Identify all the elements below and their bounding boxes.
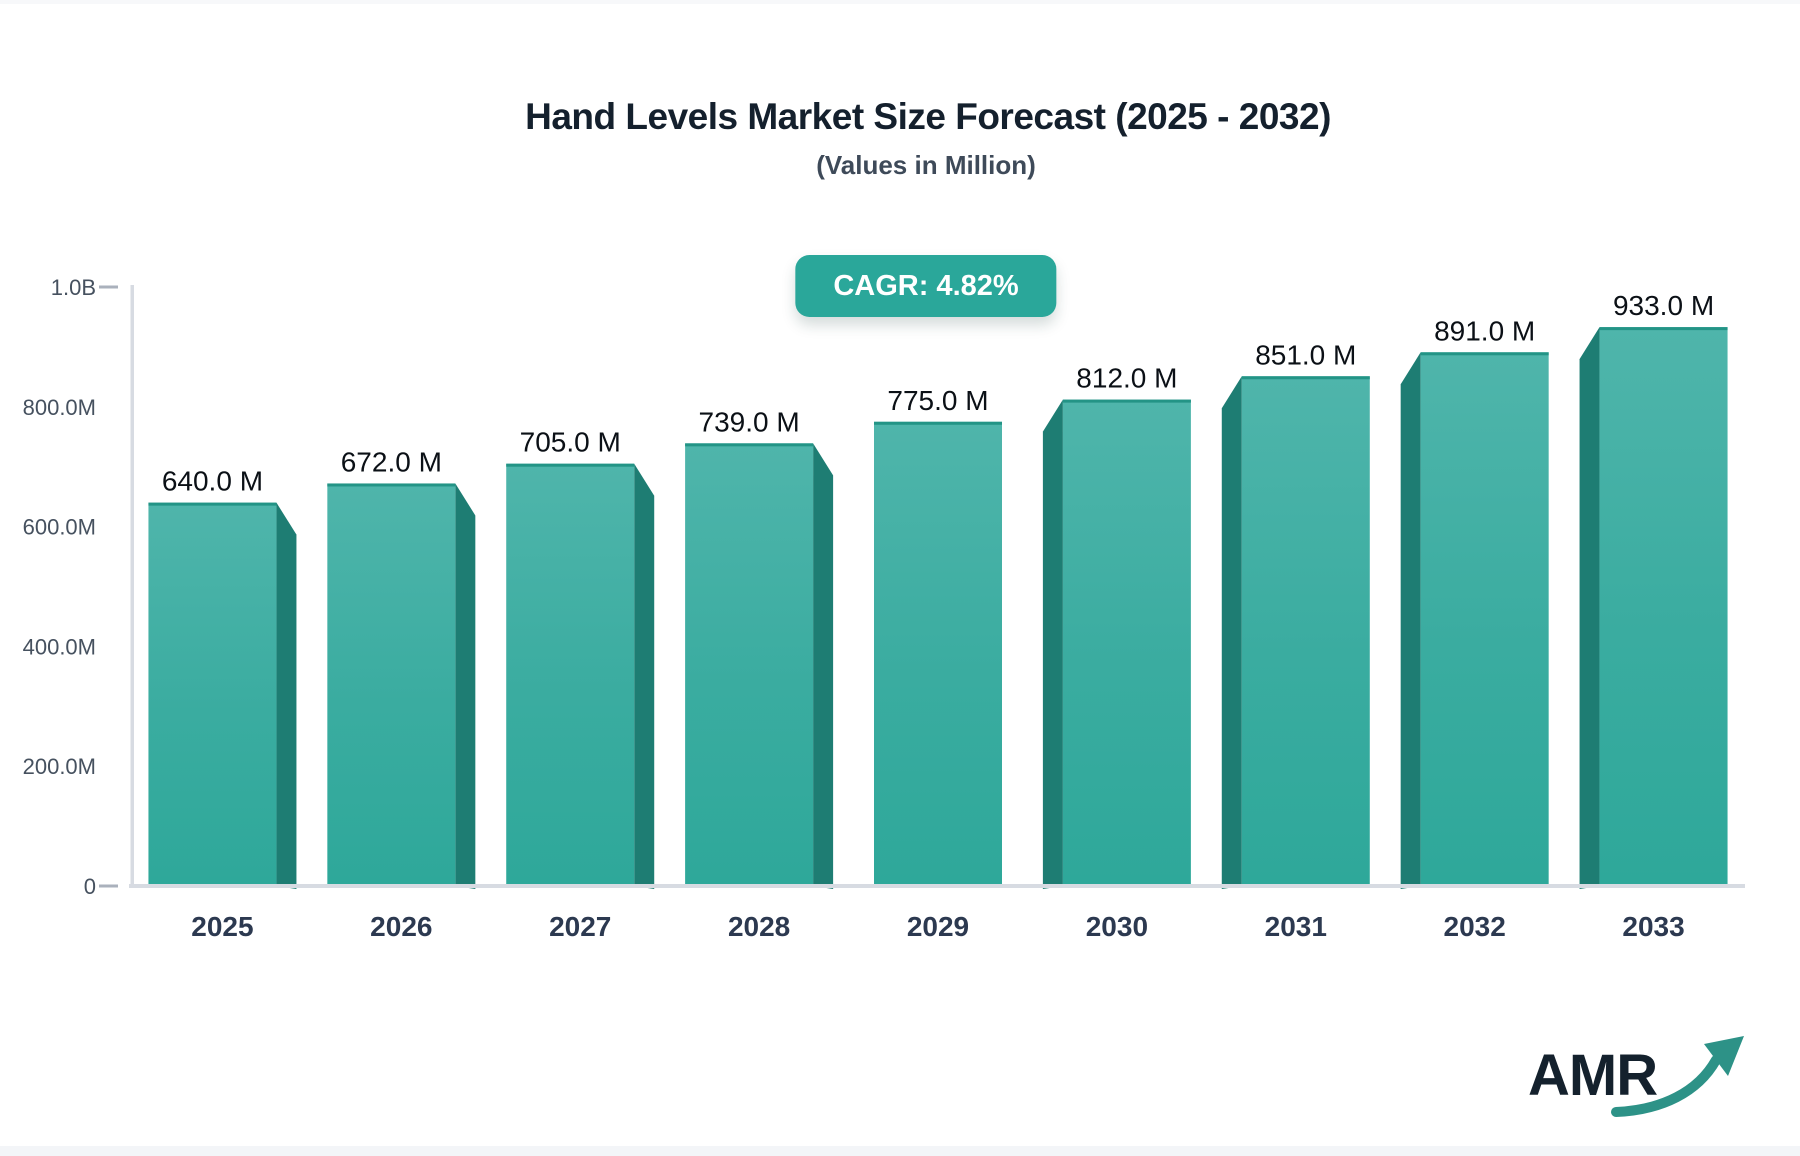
- bar-front-face: [1599, 327, 1728, 886]
- bar-top-edge: [506, 463, 635, 467]
- bottom-edge-strip: [0, 1146, 1800, 1156]
- bar-value-label: 775.0 M: [887, 385, 988, 416]
- bar-front-face: [1241, 376, 1370, 886]
- x-tick-label: 2026: [370, 911, 432, 942]
- x-tick-label: 2028: [728, 911, 790, 942]
- y-tick-label: 800.0M: [23, 395, 96, 420]
- bar-side-face: [1042, 399, 1063, 889]
- bar-front-face: [148, 502, 277, 886]
- y-tick-label: 0: [84, 874, 96, 899]
- bar-top-edge: [1062, 399, 1191, 403]
- bar-front-face: [1062, 399, 1191, 886]
- bar-side-face: [1579, 327, 1600, 889]
- bar-side-face: [276, 502, 297, 889]
- bar-top-edge: [1241, 376, 1370, 380]
- logo-arrow-icon: [1611, 1036, 1744, 1117]
- chart-title: Hand Levels Market Size Forecast (2025 -…: [525, 96, 1331, 137]
- bar-side-face: [455, 483, 476, 889]
- cagr-badge: CAGR: 4.82%: [795, 255, 1057, 317]
- bar-2029: 775.0 M 2029: [874, 385, 1002, 942]
- bar-2032: 891.0 M 2032: [1400, 315, 1549, 942]
- x-tick-label: 2030: [1086, 911, 1148, 942]
- y-tick-label: 1.0B: [51, 275, 96, 300]
- bar-value-label: 640.0 M: [162, 466, 263, 497]
- x-tick-label: 2032: [1444, 911, 1506, 942]
- bar-top-edge: [1599, 327, 1728, 331]
- bar-top-edge: [1420, 352, 1549, 356]
- x-tick-label: 2025: [191, 911, 253, 942]
- chart-subtitle: (Values in Million): [816, 150, 1036, 180]
- y-tick-label: 200.0M: [23, 754, 96, 779]
- bar-top-edge: [327, 483, 456, 487]
- bar-side-face: [1221, 376, 1242, 890]
- bar-2026: 672.0 M 2026: [327, 446, 476, 942]
- bar-2033: 933.0 M 2033: [1579, 290, 1728, 942]
- bar-2028: 739.0 M 2028: [685, 406, 834, 942]
- bar-2025: 640.0 M 2025: [148, 466, 297, 942]
- y-axis-line: [130, 285, 134, 888]
- bar-value-label: 705.0 M: [520, 427, 621, 458]
- bar-front-face: [685, 443, 814, 886]
- x-axis-line: [129, 884, 1745, 888]
- bar-front-face: [327, 483, 456, 886]
- top-edge-strip: [0, 0, 1800, 4]
- brand-logo: AMR: [1528, 1032, 1748, 1124]
- bar-value-label: 851.0 M: [1255, 339, 1356, 370]
- bar-value-label: 672.0 M: [341, 446, 442, 477]
- bar-top-edge: [148, 502, 277, 506]
- bar-side-face: [634, 463, 655, 889]
- bar-value-label: 739.0 M: [699, 406, 800, 437]
- bar-value-label: 933.0 M: [1613, 290, 1714, 321]
- logo-text: AMR: [1528, 1043, 1658, 1108]
- bar-top-edge: [685, 443, 814, 447]
- bar-value-label: 812.0 M: [1076, 363, 1177, 394]
- bar-side-face: [813, 443, 834, 889]
- y-axis-tick: [99, 884, 118, 888]
- y-axis-tick: [99, 285, 118, 289]
- x-tick-label: 2033: [1622, 911, 1684, 942]
- bar-top-edge: [874, 421, 1002, 425]
- y-tick-label: 400.0M: [23, 634, 96, 659]
- bar-value-label: 891.0 M: [1434, 315, 1535, 346]
- bar-front-face: [874, 421, 1002, 886]
- bar-front-face: [506, 463, 635, 886]
- bar-side-face: [1400, 352, 1421, 889]
- bar-front-face: [1420, 352, 1549, 886]
- x-tick-label: 2029: [907, 911, 969, 942]
- bar-2031: 851.0 M 2031: [1221, 339, 1370, 942]
- x-tick-label: 2031: [1265, 911, 1327, 942]
- x-tick-label: 2027: [549, 911, 611, 942]
- bar-2030: 812.0 M 2030: [1042, 363, 1191, 942]
- y-tick-label: 600.0M: [23, 515, 96, 540]
- bar-2027: 705.0 M 2027: [506, 427, 655, 942]
